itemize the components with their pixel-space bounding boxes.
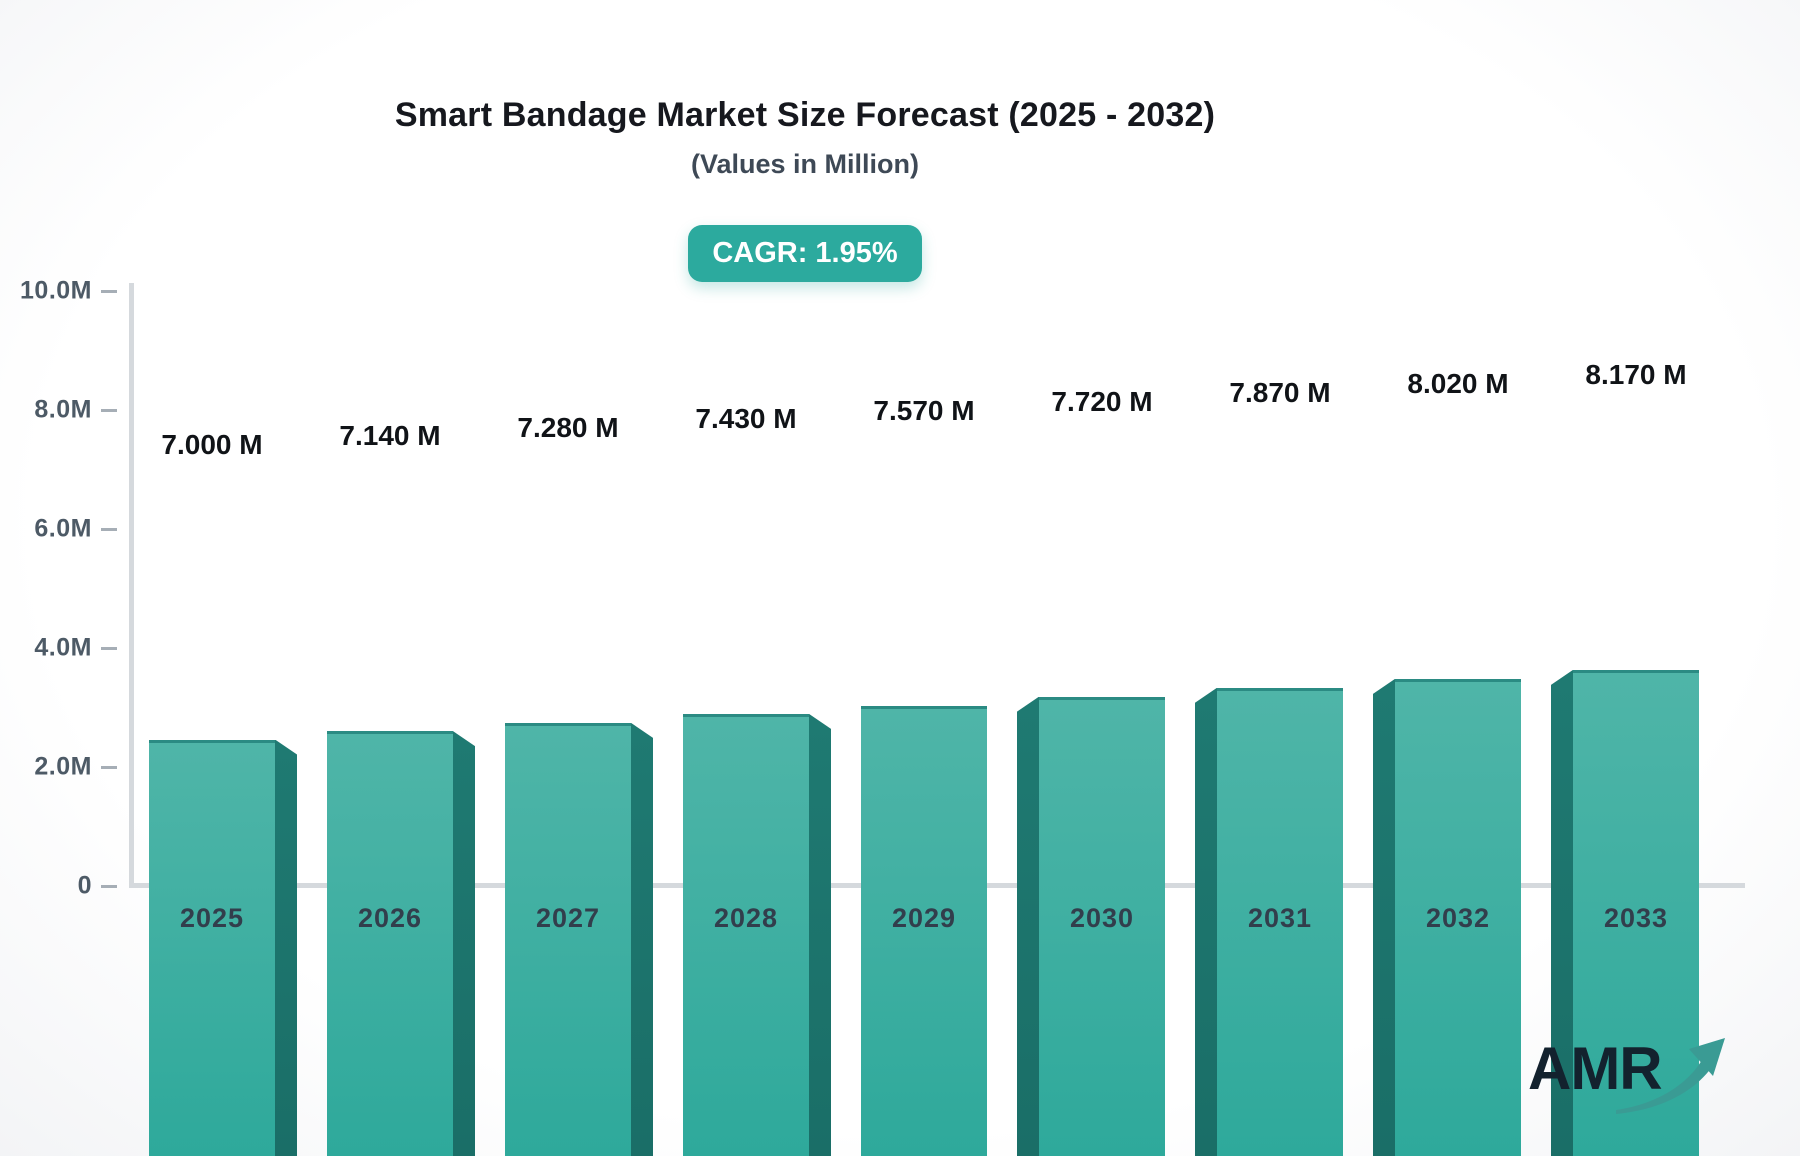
bar-value-label: 7.720 M — [1051, 385, 1153, 417]
y-tick-mark — [101, 290, 117, 293]
y-axis-line — [129, 283, 134, 887]
y-tick-label: 4.0M — [34, 633, 92, 662]
chart-subtitle: (Values in Million) — [690, 149, 920, 179]
x-tick-label: 2029 — [891, 903, 957, 933]
bar-value-label: 7.570 M — [873, 394, 975, 426]
bar-value-label: 7.280 M — [517, 411, 619, 443]
bar-side-3d — [1551, 669, 1573, 1156]
x-tick-label: 2028 — [713, 903, 779, 933]
x-tick-label: 2025 — [179, 903, 245, 933]
y-tick-mark — [101, 647, 117, 650]
x-tick-label: 2027 — [535, 903, 601, 933]
amr-logo: AMR — [1528, 1034, 1778, 1124]
y-tick-label: 2.0M — [34, 752, 92, 781]
x-tick-label: 2030 — [1069, 903, 1135, 933]
bar-value-label: 7.870 M — [1229, 376, 1331, 408]
bar-side-3d — [275, 739, 297, 1156]
bar — [149, 739, 275, 1156]
bar — [683, 713, 809, 1156]
y-tick-mark — [101, 766, 117, 769]
x-tick-label: 2033 — [1603, 903, 1669, 933]
bar — [1217, 687, 1343, 1156]
bar-value-label: 7.000 M — [161, 428, 263, 460]
chart-header: Smart Bandage Market Size Forecast (2025… — [95, 0, 1515, 180]
bar — [1039, 696, 1165, 1156]
y-tick-mark — [101, 885, 117, 888]
bar-side-3d — [1195, 687, 1217, 1156]
y-tick-label: 10.0M — [20, 276, 92, 305]
y-tick-label: 0 — [77, 871, 92, 900]
bar — [861, 705, 987, 1156]
bar-value-label: 7.430 M — [695, 402, 797, 434]
bar-value-label: 7.140 M — [339, 420, 441, 452]
bar — [327, 731, 453, 1156]
trending-up-arrow-icon — [1616, 1038, 1725, 1114]
cagr-badge: CAGR: 1.95% — [688, 225, 922, 282]
logo-text: AMR — [1528, 1035, 1663, 1102]
y-tick-mark — [101, 528, 117, 531]
bar-side-3d — [1373, 678, 1395, 1156]
bar-side-3d — [631, 722, 653, 1156]
bar — [1573, 669, 1699, 1156]
x-tick-label: 2026 — [357, 903, 423, 933]
bar — [505, 722, 631, 1156]
y-tick-mark — [101, 409, 117, 412]
bar-side-3d — [809, 713, 831, 1156]
y-tick-label: 6.0M — [34, 514, 92, 543]
page-title: Smart Bandage Market Size Forecast (2025… — [394, 96, 1216, 134]
bar-side-3d — [1017, 696, 1039, 1156]
bar — [1395, 678, 1521, 1156]
bar-value-label: 8.170 M — [1585, 358, 1687, 390]
x-tick-label: 2032 — [1425, 903, 1491, 933]
x-tick-label: 2031 — [1247, 903, 1313, 933]
bar-side-3d — [453, 731, 475, 1156]
bar-value-label: 8.020 M — [1407, 367, 1509, 399]
y-tick-label: 8.0M — [34, 395, 92, 424]
